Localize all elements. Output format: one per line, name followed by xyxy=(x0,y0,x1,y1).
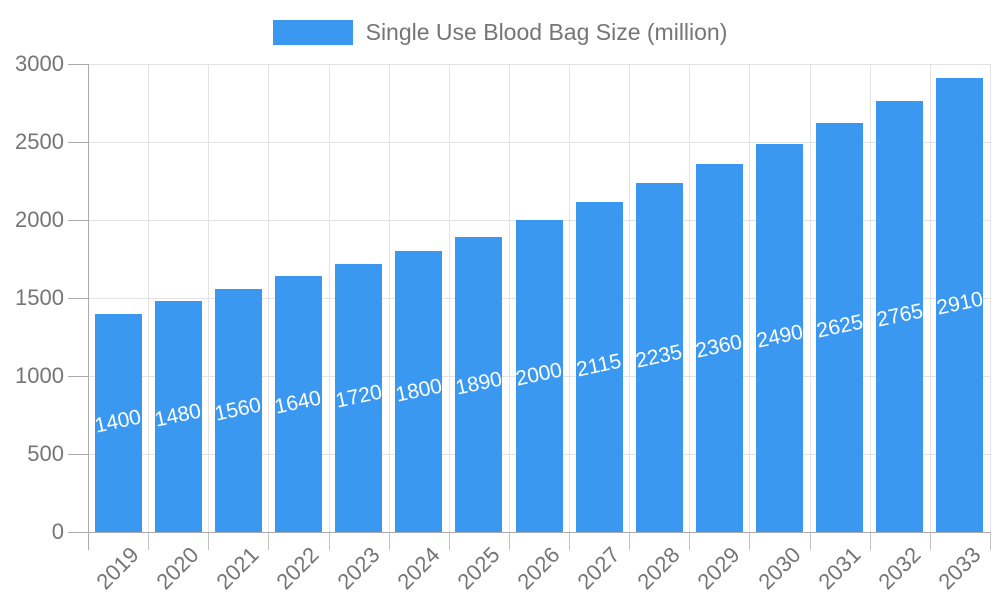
bar-2020[interactable] xyxy=(155,301,202,532)
bar-2019[interactable] xyxy=(95,314,142,532)
bar-2031[interactable] xyxy=(816,123,863,532)
x-axis-label: 2025 xyxy=(452,542,505,595)
x-gridline xyxy=(268,64,269,532)
bar-2026[interactable] xyxy=(516,220,563,532)
x-gridline xyxy=(569,64,570,532)
x-gridline xyxy=(689,64,690,532)
x-axis-tick xyxy=(569,532,570,550)
y-axis-label: 2500 xyxy=(15,129,64,154)
y-gridline xyxy=(88,64,990,65)
bar-2025[interactable] xyxy=(455,237,502,532)
x-axis-label: 2029 xyxy=(692,542,745,595)
x-gridline xyxy=(810,64,811,532)
x-axis-label: 2032 xyxy=(873,542,926,595)
x-axis-tick xyxy=(990,532,991,550)
x-axis-line xyxy=(68,532,990,533)
y-axis-tick xyxy=(68,64,88,65)
bar-2027[interactable] xyxy=(576,202,623,532)
y-axis-label: 0 xyxy=(51,519,64,544)
x-axis-tick xyxy=(329,532,330,550)
x-gridline xyxy=(208,64,209,532)
x-axis-label: 2021 xyxy=(211,542,264,595)
x-axis-label: 2022 xyxy=(271,542,324,595)
x-axis-tick xyxy=(810,532,811,550)
y-gridline xyxy=(88,142,990,143)
x-axis-label: 2033 xyxy=(933,542,986,595)
bar-2032[interactable] xyxy=(876,101,923,532)
bar-2030[interactable] xyxy=(756,144,803,532)
x-axis-tick xyxy=(208,532,209,550)
x-axis-label: 2024 xyxy=(392,542,445,595)
legend-label: Single Use Blood Bag Size (million) xyxy=(365,19,728,45)
x-gridline xyxy=(148,64,149,532)
bar-2028[interactable] xyxy=(636,183,683,532)
y-axis-tick xyxy=(68,220,88,221)
y-axis-label: 500 xyxy=(27,441,64,466)
x-gridline xyxy=(389,64,390,532)
y-axis-label: 1000 xyxy=(15,363,64,388)
x-axis-tick xyxy=(268,532,269,550)
legend-swatch xyxy=(272,20,353,45)
x-gridline xyxy=(749,64,750,532)
x-axis-tick xyxy=(749,532,750,550)
x-axis-tick xyxy=(509,532,510,550)
x-gridline xyxy=(930,64,931,532)
x-axis-tick xyxy=(629,532,630,550)
bar-2021[interactable] xyxy=(215,289,262,532)
x-gridline xyxy=(329,64,330,532)
x-gridline xyxy=(990,64,991,532)
x-axis-tick xyxy=(870,532,871,550)
y-axis-tick xyxy=(68,142,88,143)
bar-2023[interactable] xyxy=(335,264,382,532)
y-axis-line xyxy=(88,64,89,550)
legend-item[interactable]: Single Use Blood Bag Size (million) xyxy=(0,19,1000,46)
bar-2033[interactable] xyxy=(936,78,983,532)
x-axis-tick xyxy=(389,532,390,550)
x-axis-label: 2028 xyxy=(632,542,685,595)
x-axis-label: 2030 xyxy=(753,542,806,595)
x-axis-label: 2027 xyxy=(572,542,625,595)
x-axis-label: 2019 xyxy=(91,542,144,595)
x-axis-tick xyxy=(689,532,690,550)
x-gridline xyxy=(449,64,450,532)
bar-2022[interactable] xyxy=(275,276,322,532)
x-axis-tick xyxy=(148,532,149,550)
x-axis-tick xyxy=(449,532,450,550)
y-axis-tick xyxy=(68,454,88,455)
x-axis-label: 2020 xyxy=(151,542,204,595)
bar-2029[interactable] xyxy=(696,164,743,532)
x-axis-label: 2031 xyxy=(813,542,866,595)
y-axis-label: 1500 xyxy=(15,285,64,310)
y-axis-tick xyxy=(68,376,88,377)
x-axis-label: 2023 xyxy=(332,542,385,595)
x-gridline xyxy=(870,64,871,532)
bar-2024[interactable] xyxy=(395,251,442,532)
x-axis-tick xyxy=(930,532,931,550)
x-gridline xyxy=(509,64,510,532)
y-axis-tick xyxy=(68,298,88,299)
y-axis-label: 3000 xyxy=(15,51,64,76)
x-axis-label: 2026 xyxy=(512,542,565,595)
y-axis-label: 2000 xyxy=(15,207,64,232)
x-gridline xyxy=(629,64,630,532)
